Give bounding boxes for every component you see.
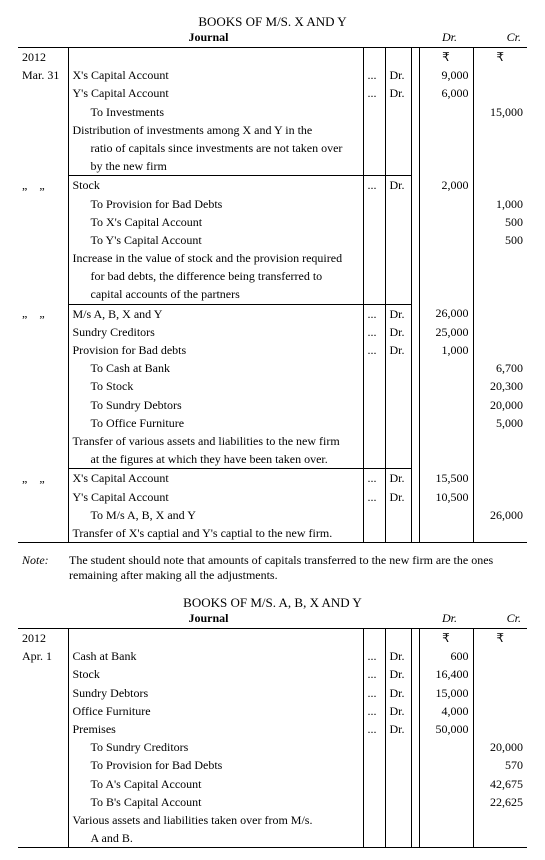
note-block: Note: The student should note that amoun… [22, 553, 523, 583]
book1-dr-heading: Dr. [399, 30, 463, 47]
note-label: Note: [22, 553, 66, 568]
book1-journal-label: Journal [18, 30, 399, 45]
book2-title: BOOKS OF M/S. A, B, X AND Y [18, 595, 527, 611]
book2-dr-heading: Dr. [399, 611, 463, 628]
book1-cr-heading: Cr. [463, 30, 527, 47]
book2-journal-label: Journal [18, 611, 399, 626]
book1-title: BOOKS OF M/S. X AND Y [18, 14, 527, 30]
book2-journal-table: 2012₹₹Apr. 1Cash at Bank...Dr.600Stock..… [18, 628, 527, 848]
note-text: The student should note that amounts of … [69, 553, 509, 583]
book1-journal-table: 2012₹₹Mar. 31X's Capital Account...Dr.9,… [18, 47, 527, 543]
book2-cr-heading: Cr. [463, 611, 527, 628]
